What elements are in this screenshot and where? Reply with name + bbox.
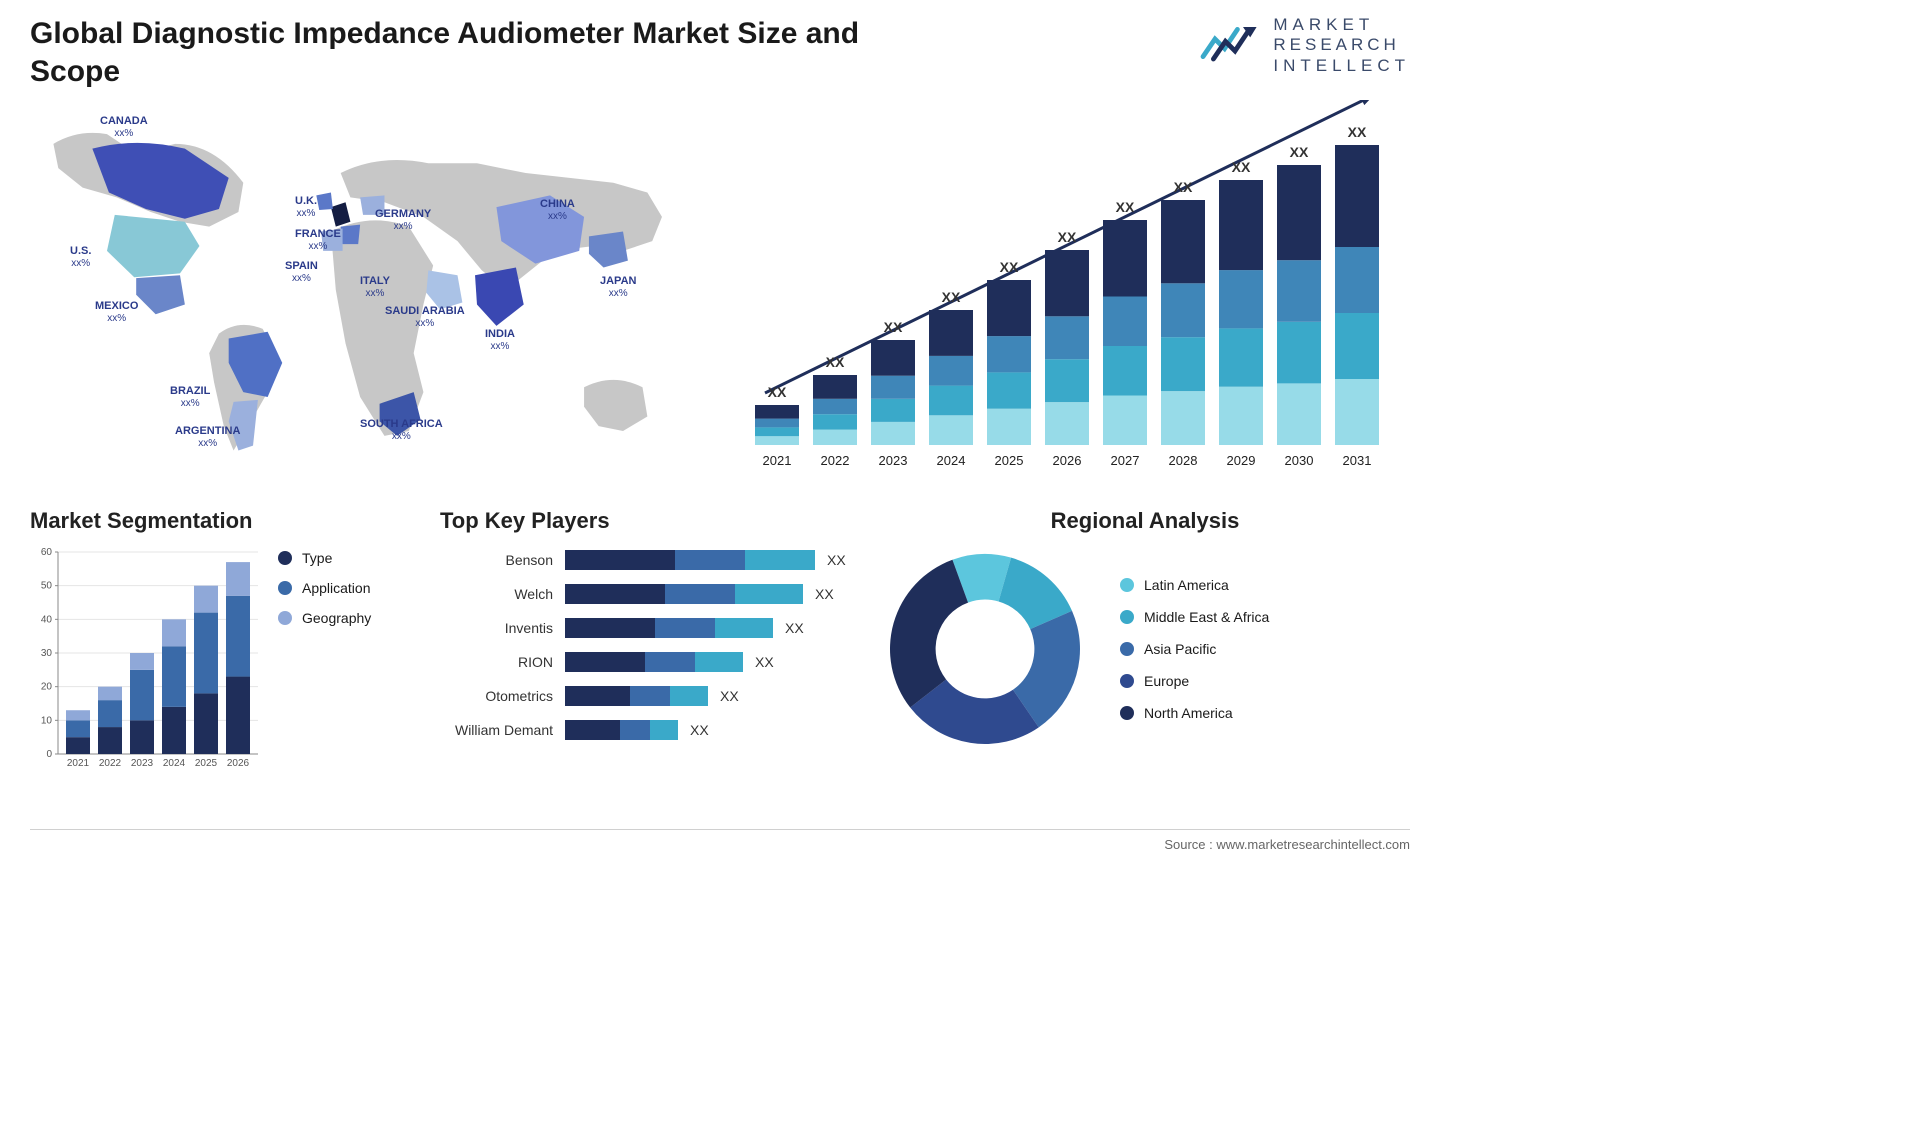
segmentation-panel: Market Segmentation 0 10 20 30 40 50 60 2021 202… bbox=[30, 508, 410, 779]
map-country-label: JAPANxx% bbox=[600, 275, 636, 299]
svg-text:2024: 2024 bbox=[163, 758, 186, 769]
svg-text:2025: 2025 bbox=[995, 453, 1024, 468]
map-country-label: SAUDI ARABIAxx% bbox=[385, 305, 465, 329]
svg-text:Benson: Benson bbox=[506, 552, 553, 568]
svg-text:30: 30 bbox=[41, 648, 53, 659]
svg-text:XX: XX bbox=[1348, 124, 1367, 140]
svg-text:2023: 2023 bbox=[131, 758, 154, 769]
source-label: Source : www.marketresearchintellect.com bbox=[1164, 837, 1410, 852]
segmentation-chart: 0 10 20 30 40 50 60 2021 2022 2023 2024 2025 2026 bbox=[30, 544, 260, 774]
growth-chart-panel: XX 2021 XX 2022 XX 2023 XX 2024 XX 2025 XX 2026 XX 20… bbox=[730, 100, 1410, 490]
map-country-label: SPAINxx% bbox=[285, 260, 318, 284]
regional-legend-item: North America bbox=[1120, 705, 1269, 721]
players-panel: Top Key Players Benson XX Welch XX Inventis X… bbox=[440, 508, 850, 779]
logo-icon bbox=[1199, 21, 1263, 70]
svg-text:Otometrics: Otometrics bbox=[485, 688, 553, 704]
svg-text:XX: XX bbox=[1058, 229, 1077, 245]
svg-text:XX: XX bbox=[785, 620, 804, 636]
regional-title: Regional Analysis bbox=[880, 508, 1410, 534]
regional-panel: Regional Analysis Latin America Middle Ea… bbox=[880, 508, 1410, 779]
growth-chart: XX 2021 XX 2022 XX 2023 XX 2024 XX 2025 XX 2026 XX 20… bbox=[730, 100, 1410, 490]
svg-text:2021: 2021 bbox=[763, 453, 792, 468]
map-country-label: INDIAxx% bbox=[485, 328, 515, 352]
svg-text:XX: XX bbox=[755, 654, 774, 670]
regional-legend-item: Asia Pacific bbox=[1120, 641, 1269, 657]
svg-text:Inventis: Inventis bbox=[505, 620, 553, 636]
svg-text:XX: XX bbox=[884, 319, 903, 335]
svg-text:2023: 2023 bbox=[879, 453, 908, 468]
svg-text:XX: XX bbox=[942, 289, 961, 305]
page-title: Global Diagnostic Impedance Audiometer M… bbox=[30, 15, 880, 90]
svg-text:2029: 2029 bbox=[1227, 453, 1256, 468]
logo-text-2: RESEARCH bbox=[1273, 35, 1410, 55]
svg-text:XX: XX bbox=[1116, 199, 1135, 215]
svg-text:XX: XX bbox=[690, 722, 709, 738]
map-country-label: ARGENTINAxx% bbox=[175, 425, 240, 449]
regional-legend-item: Middle East & Africa bbox=[1120, 609, 1269, 625]
svg-text:XX: XX bbox=[826, 354, 845, 370]
world-map-panel: CANADAxx% U.S.xx% MEXICOxx% BRAZILxx% ARGENT… bbox=[30, 100, 700, 490]
footer-divider bbox=[30, 829, 1410, 830]
segmentation-title: Market Segmentation bbox=[30, 508, 410, 534]
regional-legend-item: Europe bbox=[1120, 673, 1269, 689]
map-country-label: GERMANYxx% bbox=[375, 208, 431, 232]
svg-text:0: 0 bbox=[46, 749, 52, 760]
svg-text:2022: 2022 bbox=[821, 453, 850, 468]
svg-text:William Demant: William Demant bbox=[455, 722, 553, 738]
svg-text:XX: XX bbox=[1232, 159, 1251, 175]
map-country-label: SOUTH AFRICAxx% bbox=[360, 418, 443, 442]
svg-text:2026: 2026 bbox=[227, 758, 250, 769]
map-country-label: FRANCExx% bbox=[295, 228, 341, 252]
svg-text:XX: XX bbox=[768, 384, 787, 400]
svg-text:60: 60 bbox=[41, 547, 53, 558]
map-country-label: U.K.xx% bbox=[295, 195, 317, 219]
svg-text:XX: XX bbox=[827, 552, 846, 568]
players-chart: Benson XX Welch XX Inventis XX RION XX Otometric… bbox=[440, 544, 850, 774]
svg-text:2031: 2031 bbox=[1343, 453, 1372, 468]
svg-text:2028: 2028 bbox=[1169, 453, 1198, 468]
svg-text:10: 10 bbox=[41, 715, 53, 726]
svg-text:XX: XX bbox=[815, 586, 834, 602]
svg-text:XX: XX bbox=[1174, 179, 1193, 195]
segmentation-legend-item: Application bbox=[278, 580, 371, 596]
segmentation-legend-item: Geography bbox=[278, 610, 371, 626]
map-country-label: U.S.xx% bbox=[70, 245, 91, 269]
svg-text:2027: 2027 bbox=[1111, 453, 1140, 468]
svg-text:2021: 2021 bbox=[67, 758, 90, 769]
svg-text:2026: 2026 bbox=[1053, 453, 1082, 468]
brand-logo: MARKET RESEARCH INTELLECT bbox=[1199, 15, 1410, 76]
svg-text:50: 50 bbox=[41, 581, 53, 592]
svg-text:XX: XX bbox=[1000, 259, 1019, 275]
map-country-label: CANADAxx% bbox=[100, 115, 148, 139]
regional-legend: Latin America Middle East & Africa Asia Pa… bbox=[1120, 577, 1269, 721]
regional-donut bbox=[880, 544, 1090, 754]
regional-legend-item: Latin America bbox=[1120, 577, 1269, 593]
segmentation-legend-item: Type bbox=[278, 550, 371, 566]
players-title: Top Key Players bbox=[440, 508, 850, 534]
svg-text:2022: 2022 bbox=[99, 758, 122, 769]
svg-text:2024: 2024 bbox=[937, 453, 966, 468]
map-country-label: MEXICOxx% bbox=[95, 300, 138, 324]
map-country-label: ITALYxx% bbox=[360, 275, 390, 299]
logo-text-1: MARKET bbox=[1273, 15, 1410, 35]
segmentation-legend: Type Application Geography bbox=[278, 550, 371, 774]
svg-text:40: 40 bbox=[41, 614, 53, 625]
svg-text:RION: RION bbox=[518, 654, 553, 670]
svg-text:Welch: Welch bbox=[514, 586, 553, 602]
map-country-label: BRAZILxx% bbox=[170, 385, 210, 409]
svg-text:XX: XX bbox=[1290, 144, 1309, 160]
svg-text:2030: 2030 bbox=[1285, 453, 1314, 468]
svg-text:20: 20 bbox=[41, 682, 53, 693]
svg-text:2025: 2025 bbox=[195, 758, 218, 769]
svg-text:XX: XX bbox=[720, 688, 739, 704]
logo-text-3: INTELLECT bbox=[1273, 56, 1410, 76]
map-country-label: CHINAxx% bbox=[540, 198, 575, 222]
